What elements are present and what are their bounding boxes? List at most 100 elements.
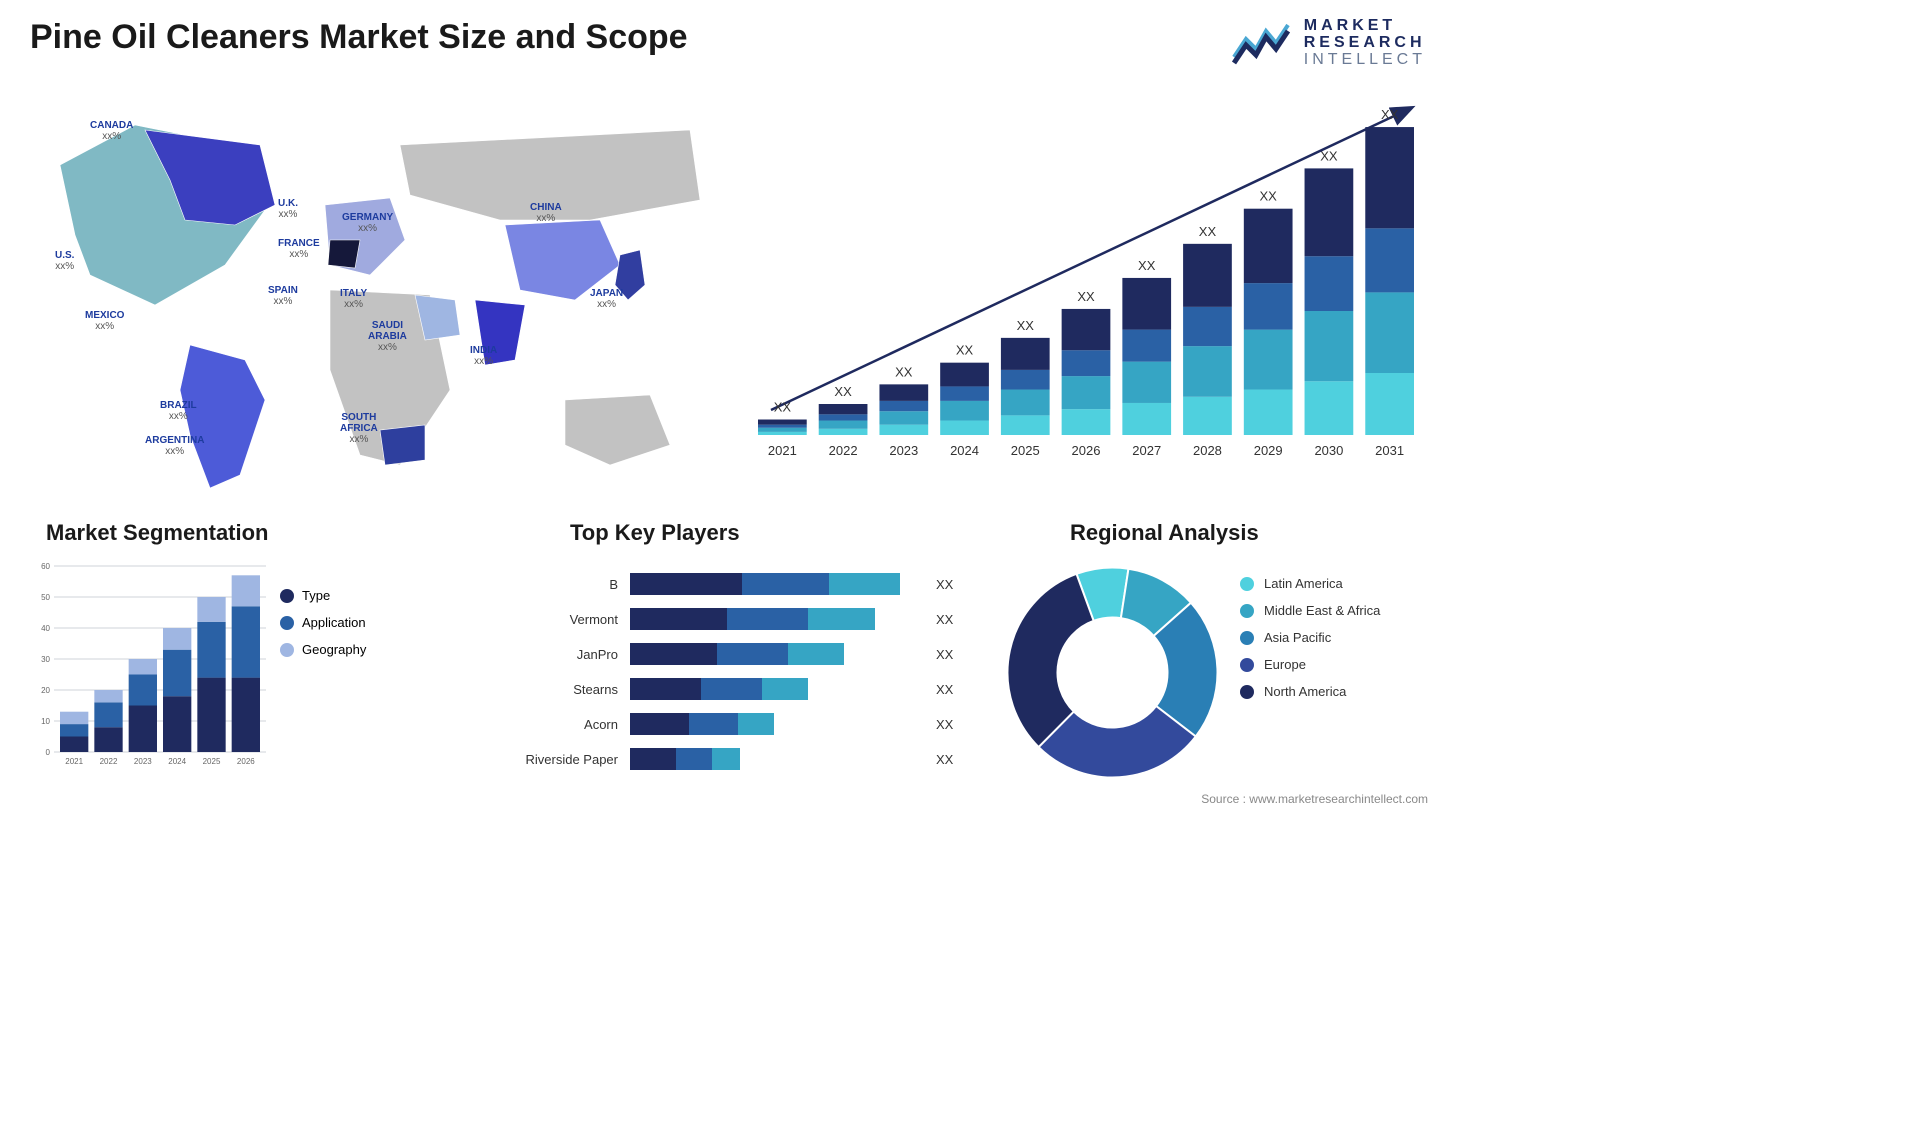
growth-value-label: XX — [1017, 318, 1035, 333]
growth-bar-2021-s1 — [758, 420, 807, 425]
seg-bar — [94, 727, 122, 752]
seg-ytick: 60 — [41, 562, 50, 571]
growth-bar-2031-s3 — [1365, 292, 1414, 373]
seg-year-label: 2021 — [65, 757, 83, 766]
seg-bar — [163, 628, 191, 650]
growth-bar-2029-s4 — [1244, 390, 1293, 435]
seg-ytick: 30 — [41, 655, 50, 664]
growth-bar-2029-s2 — [1244, 283, 1293, 330]
seg-ytick: 50 — [41, 593, 50, 602]
player-bar — [630, 573, 928, 595]
growth-bar-2023-s2 — [879, 401, 928, 411]
growth-value-label: XX — [1199, 224, 1217, 239]
segmentation-title: Market Segmentation — [46, 520, 269, 546]
swatch-icon — [1240, 604, 1254, 618]
player-name: JanPro — [490, 647, 630, 662]
player-bar-seg — [742, 573, 829, 595]
seg-bar — [232, 678, 260, 752]
growth-value-label: XX — [774, 400, 792, 415]
seg-ytick: 10 — [41, 717, 50, 726]
player-bar-seg — [689, 713, 738, 735]
map-label-india: INDIAxx% — [470, 345, 497, 367]
seg-bar — [129, 659, 157, 675]
seg-legend-item: Type — [280, 588, 366, 603]
regional-donut — [1000, 560, 1225, 785]
swatch-icon — [1240, 658, 1254, 672]
regional-legend-label: Middle East & Africa — [1264, 603, 1380, 618]
source-credit: Source : www.marketresearchintellect.com — [1201, 792, 1428, 806]
growth-year-label: 2028 — [1193, 443, 1222, 458]
growth-bar-2024-s4 — [940, 421, 989, 435]
logo-icon — [1232, 21, 1292, 65]
regional-legend-item: North America — [1240, 684, 1380, 699]
seg-bar — [94, 690, 122, 702]
player-bar-seg — [808, 608, 874, 630]
growth-bar-2022-s1 — [819, 404, 868, 414]
player-bar-seg — [630, 748, 676, 770]
map-label-argentina: ARGENTINAxx% — [145, 435, 204, 457]
player-bar-seg — [727, 608, 809, 630]
map-label-brazil: BRAZILxx% — [160, 400, 197, 422]
growth-value-label: XX — [1077, 289, 1095, 304]
regional-title: Regional Analysis — [1070, 520, 1259, 546]
player-row: AcornXX — [490, 708, 960, 740]
logo-line-1: MARKET — [1304, 18, 1426, 35]
growth-bar-2030-s2 — [1305, 256, 1354, 311]
seg-legend-label: Type — [302, 588, 330, 603]
growth-year-label: 2024 — [950, 443, 979, 458]
seg-year-label: 2022 — [100, 757, 118, 766]
player-value: XX — [928, 682, 960, 697]
growth-bar-2022-s2 — [819, 414, 868, 420]
growth-bar-2021-s4 — [758, 432, 807, 435]
map-label-mexico: MEXICOxx% — [85, 310, 124, 332]
growth-bar-2021-s2 — [758, 425, 807, 428]
player-bar-seg — [630, 573, 742, 595]
seg-legend-item: Geography — [280, 642, 366, 657]
player-value: XX — [928, 717, 960, 732]
player-value: XX — [928, 577, 960, 592]
player-bar-seg — [630, 608, 727, 630]
growth-bar-2027-s2 — [1122, 330, 1171, 362]
seg-ytick: 40 — [41, 624, 50, 633]
growth-year-label: 2027 — [1132, 443, 1161, 458]
regional-legend-item: Asia Pacific — [1240, 630, 1380, 645]
player-bar — [630, 713, 928, 735]
logo-line-3: INTELLECT — [1304, 52, 1426, 69]
seg-bar — [60, 737, 88, 753]
regional-legend: Latin AmericaMiddle East & AfricaAsia Pa… — [1240, 576, 1380, 711]
swatch-icon — [1240, 685, 1254, 699]
seg-bar — [197, 678, 225, 752]
growth-bar-2030-s1 — [1305, 168, 1354, 256]
seg-ytick: 20 — [41, 686, 50, 695]
growth-bar-2023-s4 — [879, 425, 928, 435]
growth-value-label: XX — [1381, 107, 1399, 122]
growth-bar-2028-s1 — [1183, 244, 1232, 307]
swatch-icon — [280, 616, 294, 630]
map-label-germany: GERMANYxx% — [342, 212, 393, 234]
segmentation-svg: 0102030405060202120222023202420252026 — [30, 560, 270, 790]
brand-logo: MARKET RESEARCH INTELLECT — [1232, 18, 1426, 68]
growth-bar-2022-s4 — [819, 429, 868, 435]
growth-bar-2029-s1 — [1244, 209, 1293, 283]
growth-chart: XX2021XX2022XX2023XX2024XX2025XX2026XX20… — [746, 90, 1426, 470]
growth-value-label: XX — [1260, 189, 1278, 204]
growth-bar-2028-s3 — [1183, 346, 1232, 397]
map-label-u-s-: U.S.xx% — [55, 250, 74, 272]
swatch-icon — [1240, 631, 1254, 645]
growth-bar-2027-s1 — [1122, 278, 1171, 330]
growth-bar-2029-s3 — [1244, 330, 1293, 390]
growth-bar-2031-s1 — [1365, 127, 1414, 228]
logo-line-2: RESEARCH — [1304, 35, 1426, 52]
player-bar-seg — [630, 713, 689, 735]
regional-legend-item: Europe — [1240, 657, 1380, 672]
growth-bar-2031-s4 — [1365, 373, 1414, 435]
player-bar-seg — [788, 643, 844, 665]
regional-legend-label: North America — [1264, 684, 1346, 699]
seg-bar — [94, 702, 122, 727]
player-name: Vermont — [490, 612, 630, 627]
growth-bar-2030-s4 — [1305, 381, 1354, 435]
map-label-france: FRANCExx% — [278, 238, 320, 260]
growth-year-label: 2026 — [1072, 443, 1101, 458]
map-label-south-africa: SOUTHAFRICAxx% — [340, 412, 378, 445]
seg-bar — [232, 575, 260, 606]
